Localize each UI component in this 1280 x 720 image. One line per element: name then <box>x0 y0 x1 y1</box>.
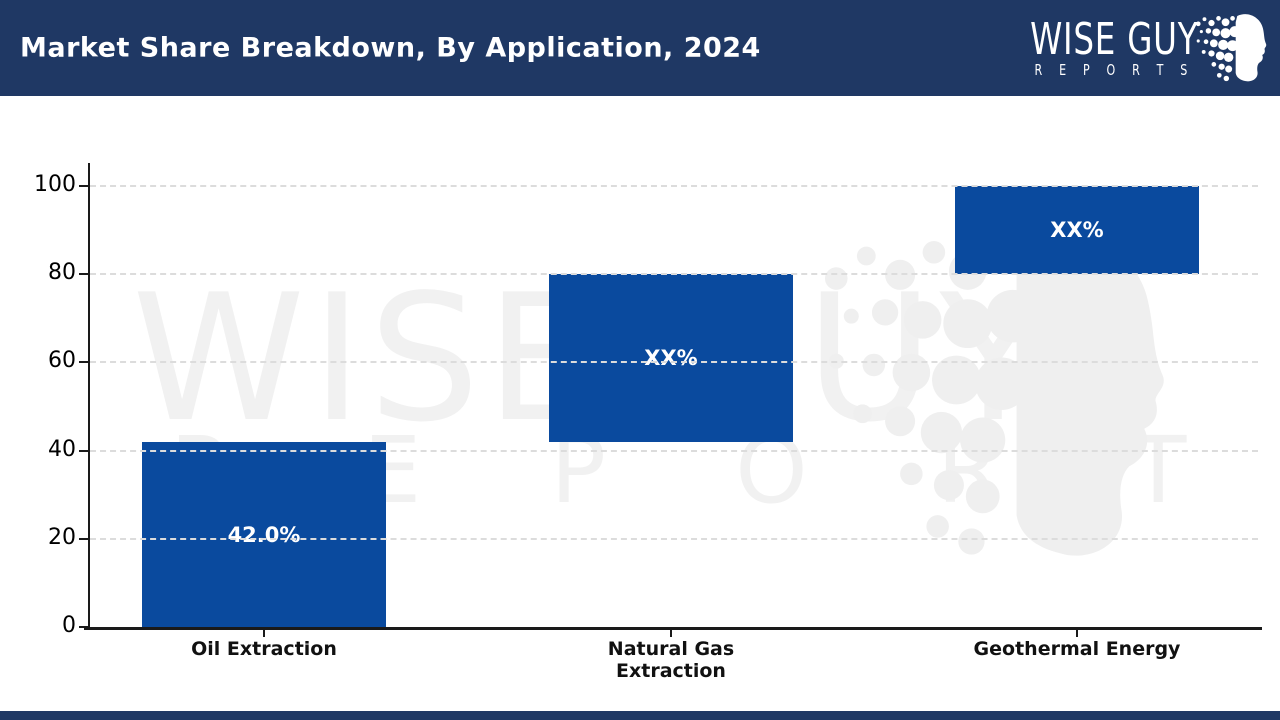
gridline-80 <box>90 273 1258 275</box>
x-category-label-line: Natural Gas <box>607 638 735 660</box>
x-category-label-3: Geothermal Energy <box>917 638 1237 660</box>
y-tick-mark-60 <box>79 361 88 363</box>
page-title: Market Share Breakdown, By Application, … <box>20 32 761 64</box>
bar-value-label-1: 42.0% <box>227 522 301 547</box>
y-tick-mark-100 <box>79 185 88 187</box>
bar-value-label-3: XX% <box>1050 218 1104 242</box>
x-tick-mark-2 <box>670 629 672 637</box>
gridline-100 <box>90 185 1258 187</box>
logo-reports-text: R E P O R T S <box>1034 60 1194 79</box>
logo-wiseguy-text: WISE GUY <box>1029 14 1198 66</box>
x-tick-mark-1 <box>263 629 265 637</box>
footer-bar <box>0 711 1280 720</box>
x-category-label-2: Natural Gas Extraction <box>511 638 831 682</box>
y-tick-label-0: 0 <box>62 613 76 638</box>
x-axis-line <box>84 627 1262 630</box>
y-tick-label-60: 60 <box>48 348 76 373</box>
header: Market Share Breakdown, By Application, … <box>0 0 1280 96</box>
logo-face-icon <box>1195 14 1267 82</box>
y-tick-mark-0 <box>79 626 88 628</box>
x-category-label-1: Oil Extraction <box>104 638 424 660</box>
gridline-40 <box>90 450 1258 452</box>
bar-3: XX% <box>955 186 1199 274</box>
x-category-label-line: Oil Extraction <box>191 638 337 660</box>
gridline-20 <box>90 538 1258 540</box>
wiseguy-logo: WISE GUY R E P O R T S <box>971 6 1270 90</box>
y-tick-label-20: 20 <box>48 525 76 550</box>
y-tick-label-100: 100 <box>34 172 76 197</box>
x-tick-mark-3 <box>1076 629 1078 637</box>
x-category-label-line: Extraction <box>616 660 726 682</box>
gridline-60 <box>90 361 1258 363</box>
y-axis-spine <box>88 163 90 629</box>
bar-value-label-2: XX% <box>644 346 698 370</box>
logo-text: WISE GUY R E P O R T S <box>1029 14 1198 79</box>
bar-1: 42.0% <box>142 442 386 627</box>
y-tick-label-40: 40 <box>48 437 76 462</box>
y-tick-mark-80 <box>79 273 88 275</box>
y-tick-mark-40 <box>79 450 88 452</box>
y-tick-mark-20 <box>79 538 88 540</box>
bar-2: XX% <box>549 274 793 442</box>
y-tick-label-80: 80 <box>48 260 76 285</box>
x-category-label-line: Geothermal Energy <box>973 638 1181 660</box>
